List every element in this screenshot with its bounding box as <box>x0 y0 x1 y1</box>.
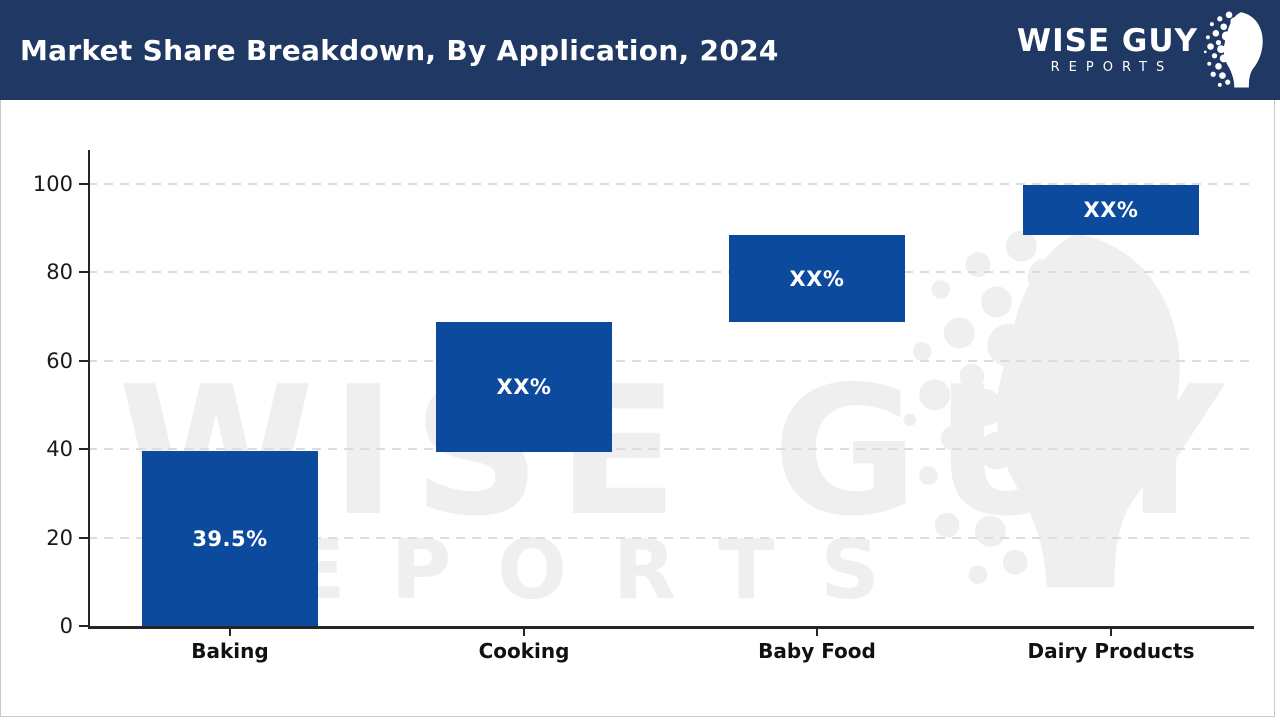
x-category-label: Baking <box>191 639 269 663</box>
header-band: Market Share Breakdown, By Application, … <box>0 0 1280 100</box>
page-title: Market Share Breakdown, By Application, … <box>20 33 779 67</box>
y-tick-mark <box>79 448 88 450</box>
brand-text: WISE GUY REPORTS <box>1017 25 1198 75</box>
plot-area: 0 20 40 60 80 100 39.5% Baking XX% Cooking XX% Baby… <box>0 100 1280 720</box>
x-tick-mark <box>523 628 525 636</box>
y-tick-label: 80 <box>46 260 73 284</box>
y-tick-label: 60 <box>46 349 73 373</box>
y-tick-label: 0 <box>59 614 73 638</box>
x-tick-mark <box>229 628 231 636</box>
x-tick-mark <box>816 628 818 636</box>
x-tick-mark <box>1110 628 1112 636</box>
x-category-label: Dairy Products <box>1027 639 1195 663</box>
bar-value-label: XX% <box>1083 198 1139 222</box>
bar-dairy-products: XX% <box>1023 185 1199 235</box>
x-category-label: Cooking <box>478 639 570 663</box>
y-tick-mark <box>79 271 88 273</box>
brand-subtitle: REPORTS <box>1050 59 1174 75</box>
y-tick-label: 40 <box>46 437 73 461</box>
y-tick-mark <box>79 537 88 539</box>
y-tick-label: 100 <box>32 172 73 196</box>
brand-name: WISE GUY <box>1016 23 1198 60</box>
y-tick-mark <box>79 360 88 362</box>
y-tick-label: 20 <box>46 526 73 550</box>
gridline-60 <box>88 360 1254 362</box>
brand-head-icon <box>1203 11 1263 87</box>
x-category-label: Baby Food <box>758 639 876 663</box>
y-tick-mark <box>79 625 88 627</box>
gridline-100 <box>88 183 1254 185</box>
y-tick-mark <box>79 183 88 185</box>
gridline-80 <box>88 271 1254 273</box>
chart-area: WISE GUY REPORTS 0 20 40 60 80 100 39.5% Baking… <box>0 100 1280 720</box>
bar-value-label: XX% <box>496 375 552 399</box>
bar-value-label: XX% <box>789 266 845 291</box>
brand-logo: WISE GUY REPORTS <box>1017 8 1266 93</box>
y-axis-line <box>88 150 90 628</box>
bar-baby-food: XX% <box>729 235 905 322</box>
bar-baking: 39.5% <box>142 451 318 626</box>
x-axis-line <box>88 626 1254 629</box>
gridline-20 <box>88 537 1254 539</box>
watermark-head-icon <box>903 230 1180 588</box>
gridline-40 <box>88 448 1254 450</box>
bar-cooking: XX% <box>436 322 612 452</box>
bar-value-label: 39.5% <box>192 526 268 551</box>
